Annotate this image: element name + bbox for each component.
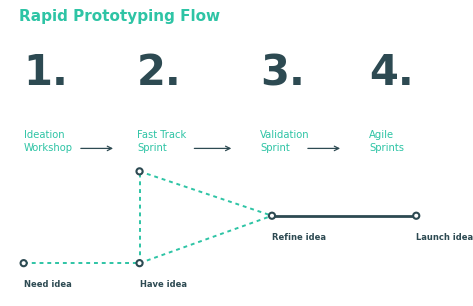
Text: 3.: 3. [260, 52, 305, 95]
Ellipse shape [136, 168, 142, 174]
Text: 1.: 1. [24, 52, 69, 95]
Text: Agile
Sprints: Agile Sprints [369, 130, 404, 153]
Text: Refine idea: Refine idea [272, 233, 326, 241]
Text: Need idea: Need idea [24, 280, 71, 289]
Ellipse shape [413, 213, 419, 219]
Text: Fast Track
Sprint: Fast Track Sprint [137, 130, 186, 153]
Text: 2.: 2. [137, 52, 182, 95]
Text: Ideation
Workshop: Ideation Workshop [24, 130, 73, 153]
Text: Have idea: Have idea [140, 280, 186, 289]
Text: Validation
Sprint: Validation Sprint [260, 130, 310, 153]
Ellipse shape [269, 213, 275, 219]
Text: Launch idea: Launch idea [416, 233, 473, 241]
Ellipse shape [136, 260, 142, 266]
Text: Rapid Prototyping Flow: Rapid Prototyping Flow [19, 9, 220, 24]
Ellipse shape [21, 260, 26, 266]
Text: 4.: 4. [369, 52, 414, 95]
